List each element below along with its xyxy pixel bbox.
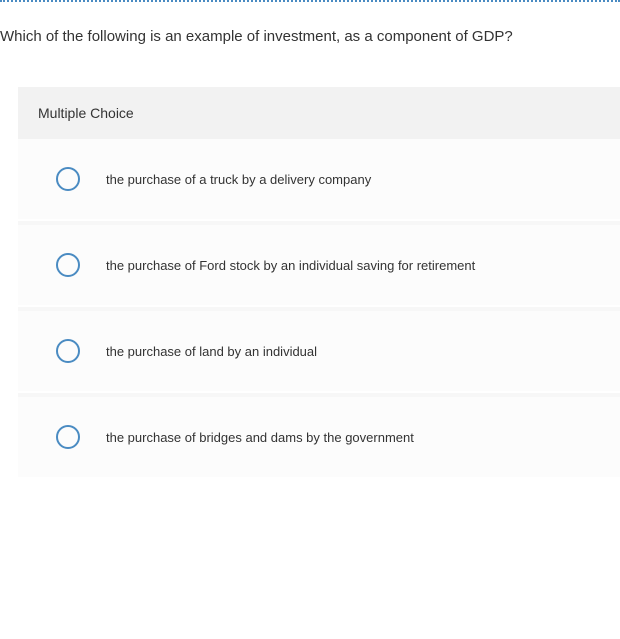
radio-button-icon[interactable]	[56, 253, 80, 277]
option-row[interactable]: the purchase of bridges and dams by the …	[18, 397, 620, 477]
question-section: Which of the following is an example of …	[0, 2, 620, 87]
option-label: the purchase of a truck by a delivery co…	[106, 172, 371, 187]
radio-button-icon[interactable]	[56, 339, 80, 363]
radio-button-icon[interactable]	[56, 425, 80, 449]
question-text: Which of the following is an example of …	[0, 26, 620, 47]
option-row[interactable]: the purchase of Ford stock by an individ…	[18, 225, 620, 305]
option-row[interactable]: the purchase of a truck by a delivery co…	[18, 139, 620, 219]
multiple-choice-container: Multiple Choice the purchase of a truck …	[18, 87, 620, 477]
option-label: the purchase of bridges and dams by the …	[106, 430, 414, 445]
option-label: the purchase of Ford stock by an individ…	[106, 258, 475, 273]
option-label: the purchase of land by an individual	[106, 344, 317, 359]
radio-button-icon[interactable]	[56, 167, 80, 191]
section-header: Multiple Choice	[18, 87, 620, 139]
option-row[interactable]: the purchase of land by an individual	[18, 311, 620, 391]
